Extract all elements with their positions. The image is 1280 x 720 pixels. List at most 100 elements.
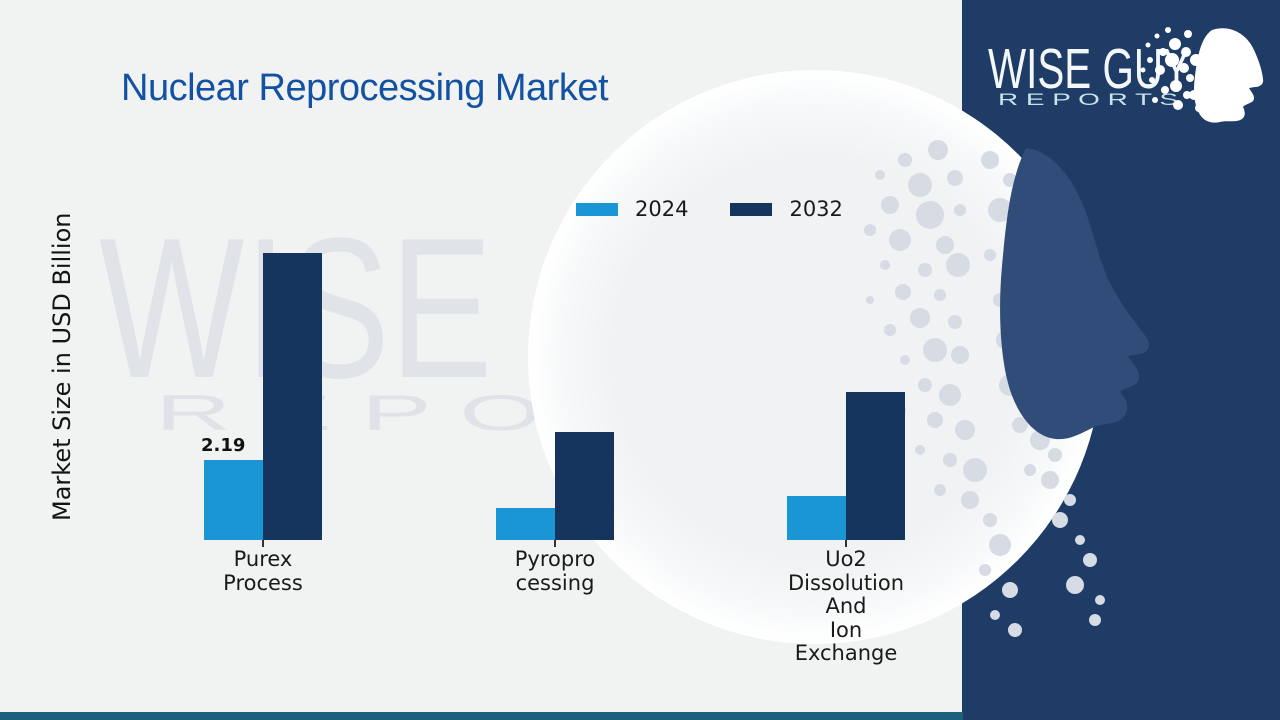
decorative-dot (900, 355, 910, 365)
decorative-dot (988, 198, 1012, 222)
decorative-dot (1095, 595, 1105, 605)
decorative-dot (1186, 74, 1194, 82)
decorative-dot (928, 140, 948, 160)
decorative-dot (864, 224, 876, 236)
decorative-dot (1147, 57, 1153, 63)
decorative-dot (1184, 30, 1192, 38)
decorative-dot (983, 513, 997, 527)
category-label-pyroprocessing: Pyropro cessing (514, 547, 596, 595)
bar-2032-uo2-dissolution-and-ion-exchange (846, 392, 905, 540)
decorative-dot (946, 253, 970, 277)
decorative-dot (1066, 576, 1084, 594)
decorative-dot (1008, 623, 1022, 637)
decorative-dot (1145, 42, 1151, 48)
decorative-dot (954, 204, 966, 216)
decorative-dot (915, 445, 925, 455)
decorative-dot (979, 564, 991, 576)
decorative-dot (1052, 512, 1068, 528)
decorative-dot (1169, 38, 1181, 50)
decorative-dot (934, 289, 946, 301)
decorative-dot (1165, 27, 1171, 33)
bar-2032-purex-process (263, 253, 322, 540)
decorative-dot (1041, 471, 1059, 489)
decorative-dot (889, 229, 911, 251)
decorative-dot (1152, 97, 1158, 103)
decorative-dot (910, 308, 930, 328)
decorative-dot (1189, 90, 1199, 100)
decorative-dot (916, 201, 944, 229)
decorative-dot (1195, 104, 1203, 112)
decorative-dot (1155, 65, 1165, 75)
logo-reports-text: R E P O R T S (998, 90, 1178, 109)
brand-logo: WISE GUY R E P O R T S (988, 27, 1264, 123)
legend-label-2024: 2024 (635, 196, 689, 221)
decorative-dot (989, 534, 1011, 556)
bar-2024-uo2-dissolution-and-ion-exchange (787, 496, 846, 540)
dotted-face-pattern (864, 140, 1105, 637)
bar-2024-pyroprocessing (496, 508, 555, 540)
decorative-dot (884, 324, 896, 336)
x-axis-tick-uo2-dissolution-and-ion-exchange (845, 540, 847, 547)
decorative-dot (948, 315, 962, 329)
decorative-dot (1165, 53, 1179, 67)
decorative-dot (1024, 464, 1036, 476)
legend-item-2032: 2032 (730, 196, 843, 221)
category-label-purex-process: Purex Process (223, 547, 303, 595)
decorative-dot (1140, 67, 1146, 73)
decorative-dot (1183, 91, 1191, 99)
decorative-dot (961, 491, 979, 509)
legend-swatch-2032 (730, 202, 773, 216)
decorative-dot (963, 458, 987, 482)
decorative-dot (951, 346, 969, 364)
decorative-dot (881, 196, 899, 214)
decorative-dot (934, 484, 946, 496)
decorative-dot (918, 378, 932, 392)
decorative-dot (943, 453, 957, 467)
bottom-accent-bar (0, 712, 963, 720)
logo-face-icon (1194, 28, 1264, 123)
face-silhouette (1000, 148, 1149, 440)
decorative-dot (1064, 494, 1076, 506)
decorative-dot (895, 284, 911, 300)
category-label-uo2-dissolution-and-ion-exchange: Uo2 Dissolution And Ion Exchange (787, 547, 905, 665)
decorative-dot (908, 173, 932, 197)
legend-item-2024: 2024 (576, 196, 689, 221)
decorative-dot (1149, 77, 1155, 83)
decorative-dot (898, 153, 912, 167)
data-label-2024-purex-process: 2.19 (201, 434, 246, 456)
decorative-dot (1002, 582, 1018, 598)
decorative-dot (923, 338, 947, 362)
decorative-dot (1170, 80, 1182, 92)
decorative-dot (880, 260, 890, 270)
page-title: Nuclear Reprocessing Market (121, 67, 609, 110)
decorative-dot (955, 420, 975, 440)
decorative-dot (1159, 48, 1167, 56)
decorative-dot (1161, 86, 1169, 94)
decorative-dot (1179, 63, 1189, 73)
decorative-dot (1089, 614, 1101, 626)
legend: 2024 2032 (576, 197, 843, 221)
bar-2024-purex-process (204, 460, 263, 540)
decorative-dot (1190, 54, 1202, 66)
decorative-dot (990, 610, 1000, 620)
decorative-dot (939, 384, 961, 406)
decorative-dot (927, 412, 943, 428)
decorative-dot (981, 151, 999, 169)
decorative-dot (1173, 100, 1183, 110)
decorative-dot (1154, 33, 1160, 39)
decorative-dot (1012, 417, 1028, 433)
bar-2032-pyroprocessing (555, 432, 614, 540)
decorative-dot (984, 249, 996, 261)
logo-dot-pattern (1140, 27, 1203, 112)
legend-label-2032: 2032 (789, 196, 843, 221)
y-axis-title: Market Size in USD Billion (48, 212, 76, 522)
decorative-dot (1083, 553, 1097, 567)
decorative-dot (1181, 47, 1191, 57)
decorative-dot (1075, 535, 1085, 545)
decorative-dot (947, 170, 963, 186)
decorative-dot (866, 296, 874, 304)
decorative-dot (918, 263, 932, 277)
